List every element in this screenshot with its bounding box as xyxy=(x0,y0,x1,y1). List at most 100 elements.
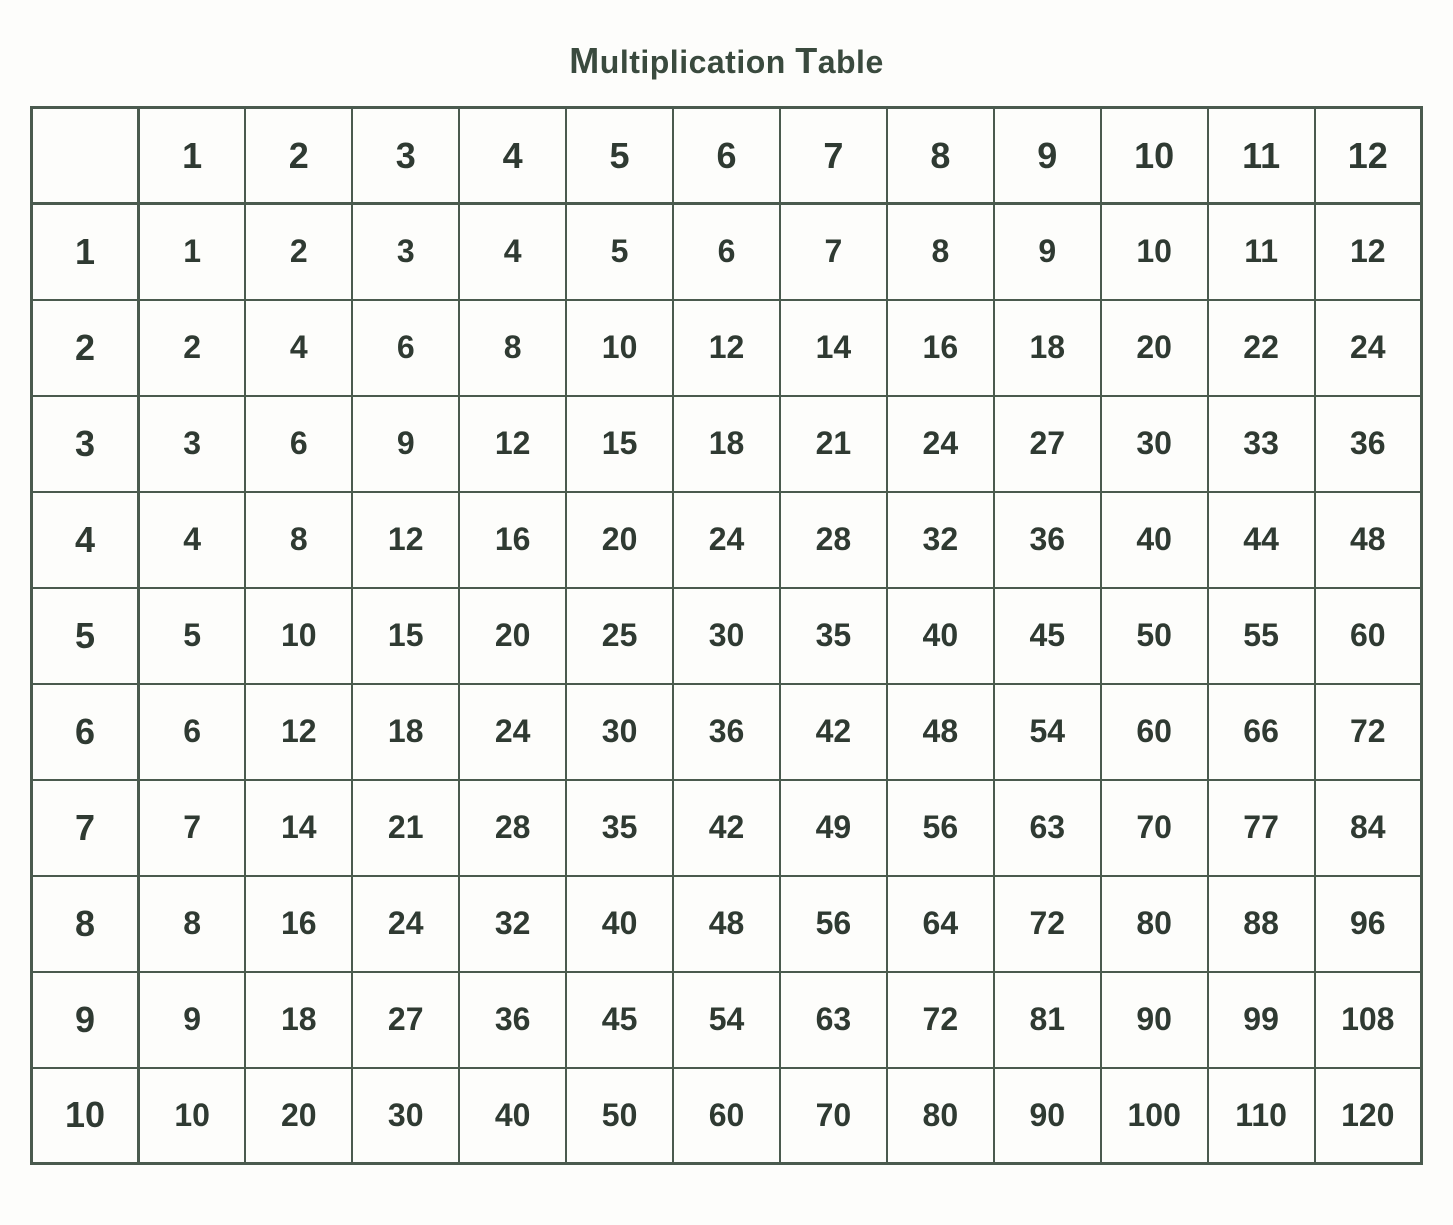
table-cell: 18 xyxy=(673,396,780,492)
table-cell: 49 xyxy=(780,780,887,876)
column-header: 4 xyxy=(459,108,566,204)
table-corner-cell xyxy=(32,108,139,204)
row-header: 1 xyxy=(32,204,139,300)
column-header: 2 xyxy=(245,108,352,204)
table-cell: 18 xyxy=(352,684,459,780)
row-header: 9 xyxy=(32,972,139,1068)
column-header: 3 xyxy=(352,108,459,204)
table-cell: 20 xyxy=(245,1068,352,1164)
table-cell: 3 xyxy=(352,204,459,300)
table-row: 881624324048566472808896 xyxy=(32,876,1422,972)
table-cell: 2 xyxy=(138,300,245,396)
table-cell: 32 xyxy=(459,876,566,972)
table-cell: 54 xyxy=(673,972,780,1068)
table-cell: 25 xyxy=(566,588,673,684)
table-cell: 9 xyxy=(138,972,245,1068)
table-cell: 60 xyxy=(1101,684,1208,780)
table-cell: 20 xyxy=(566,492,673,588)
page-title: Multiplication Table xyxy=(30,40,1423,82)
table-cell: 63 xyxy=(780,972,887,1068)
table-cell: 84 xyxy=(1315,780,1422,876)
table-cell: 4 xyxy=(138,492,245,588)
table-cell: 22 xyxy=(1208,300,1315,396)
table-cell: 7 xyxy=(780,204,887,300)
table-cell: 12 xyxy=(673,300,780,396)
table-cell: 56 xyxy=(887,780,994,876)
table-cell: 16 xyxy=(459,492,566,588)
table-cell: 14 xyxy=(780,300,887,396)
table-cell: 32 xyxy=(887,492,994,588)
table-cell: 6 xyxy=(138,684,245,780)
table-cell: 33 xyxy=(1208,396,1315,492)
table-cell: 80 xyxy=(887,1068,994,1164)
table-row: 44812162024283236404448 xyxy=(32,492,1422,588)
title-part-2: able xyxy=(818,44,884,80)
table-cell: 8 xyxy=(138,876,245,972)
table-cell: 66 xyxy=(1208,684,1315,780)
column-header: 12 xyxy=(1315,108,1422,204)
table-cell: 21 xyxy=(780,396,887,492)
title-part-1: ultiplication xyxy=(600,44,795,80)
table-row: 551015202530354045505560 xyxy=(32,588,1422,684)
row-header: 5 xyxy=(32,588,139,684)
table-cell: 120 xyxy=(1315,1068,1422,1164)
table-cell: 16 xyxy=(245,876,352,972)
table-cell: 18 xyxy=(994,300,1101,396)
table-cell: 90 xyxy=(1101,972,1208,1068)
table-cell: 24 xyxy=(887,396,994,492)
column-header: 11 xyxy=(1208,108,1315,204)
table-cell: 5 xyxy=(566,204,673,300)
table-cell: 12 xyxy=(1315,204,1422,300)
table-cell: 11 xyxy=(1208,204,1315,300)
table-cell: 15 xyxy=(566,396,673,492)
table-row: 9918273645546372819099108 xyxy=(32,972,1422,1068)
column-header: 5 xyxy=(566,108,673,204)
table-cell: 36 xyxy=(994,492,1101,588)
column-header: 9 xyxy=(994,108,1101,204)
table-cell: 10 xyxy=(138,1068,245,1164)
table-cell: 72 xyxy=(994,876,1101,972)
table-cell: 12 xyxy=(352,492,459,588)
table-cell: 48 xyxy=(1315,492,1422,588)
table-cell: 90 xyxy=(994,1068,1101,1164)
table-cell: 88 xyxy=(1208,876,1315,972)
table-cell: 5 xyxy=(138,588,245,684)
table-cell: 30 xyxy=(1101,396,1208,492)
multiplication-table: 123456789101112 112345678910111222468101… xyxy=(30,106,1423,1165)
row-header: 8 xyxy=(32,876,139,972)
table-cell: 24 xyxy=(1315,300,1422,396)
table-cell: 40 xyxy=(566,876,673,972)
table-cell: 24 xyxy=(673,492,780,588)
table-cell: 16 xyxy=(887,300,994,396)
row-header: 2 xyxy=(32,300,139,396)
table-cell: 10 xyxy=(566,300,673,396)
row-header: 4 xyxy=(32,492,139,588)
table-cell: 36 xyxy=(673,684,780,780)
table-cell: 45 xyxy=(566,972,673,1068)
table-cell: 100 xyxy=(1101,1068,1208,1164)
table-cell: 50 xyxy=(1101,588,1208,684)
table-cell: 8 xyxy=(887,204,994,300)
table-cell: 9 xyxy=(352,396,459,492)
table-cell: 60 xyxy=(1315,588,1422,684)
table-cell: 110 xyxy=(1208,1068,1315,1164)
table-cell: 42 xyxy=(673,780,780,876)
table-cell: 77 xyxy=(1208,780,1315,876)
table-cell: 54 xyxy=(994,684,1101,780)
table-cell: 21 xyxy=(352,780,459,876)
table-cell: 99 xyxy=(1208,972,1315,1068)
table-cell: 2 xyxy=(245,204,352,300)
row-header: 10 xyxy=(32,1068,139,1164)
row-header: 3 xyxy=(32,396,139,492)
table-cell: 14 xyxy=(245,780,352,876)
table-cell: 28 xyxy=(780,492,887,588)
table-cell: 27 xyxy=(994,396,1101,492)
table-cell: 70 xyxy=(1101,780,1208,876)
table-cell: 18 xyxy=(245,972,352,1068)
table-cell: 96 xyxy=(1315,876,1422,972)
table-cell: 20 xyxy=(1101,300,1208,396)
table-cell: 6 xyxy=(673,204,780,300)
table-cell: 36 xyxy=(1315,396,1422,492)
table-cell: 40 xyxy=(459,1068,566,1164)
table-cell: 42 xyxy=(780,684,887,780)
